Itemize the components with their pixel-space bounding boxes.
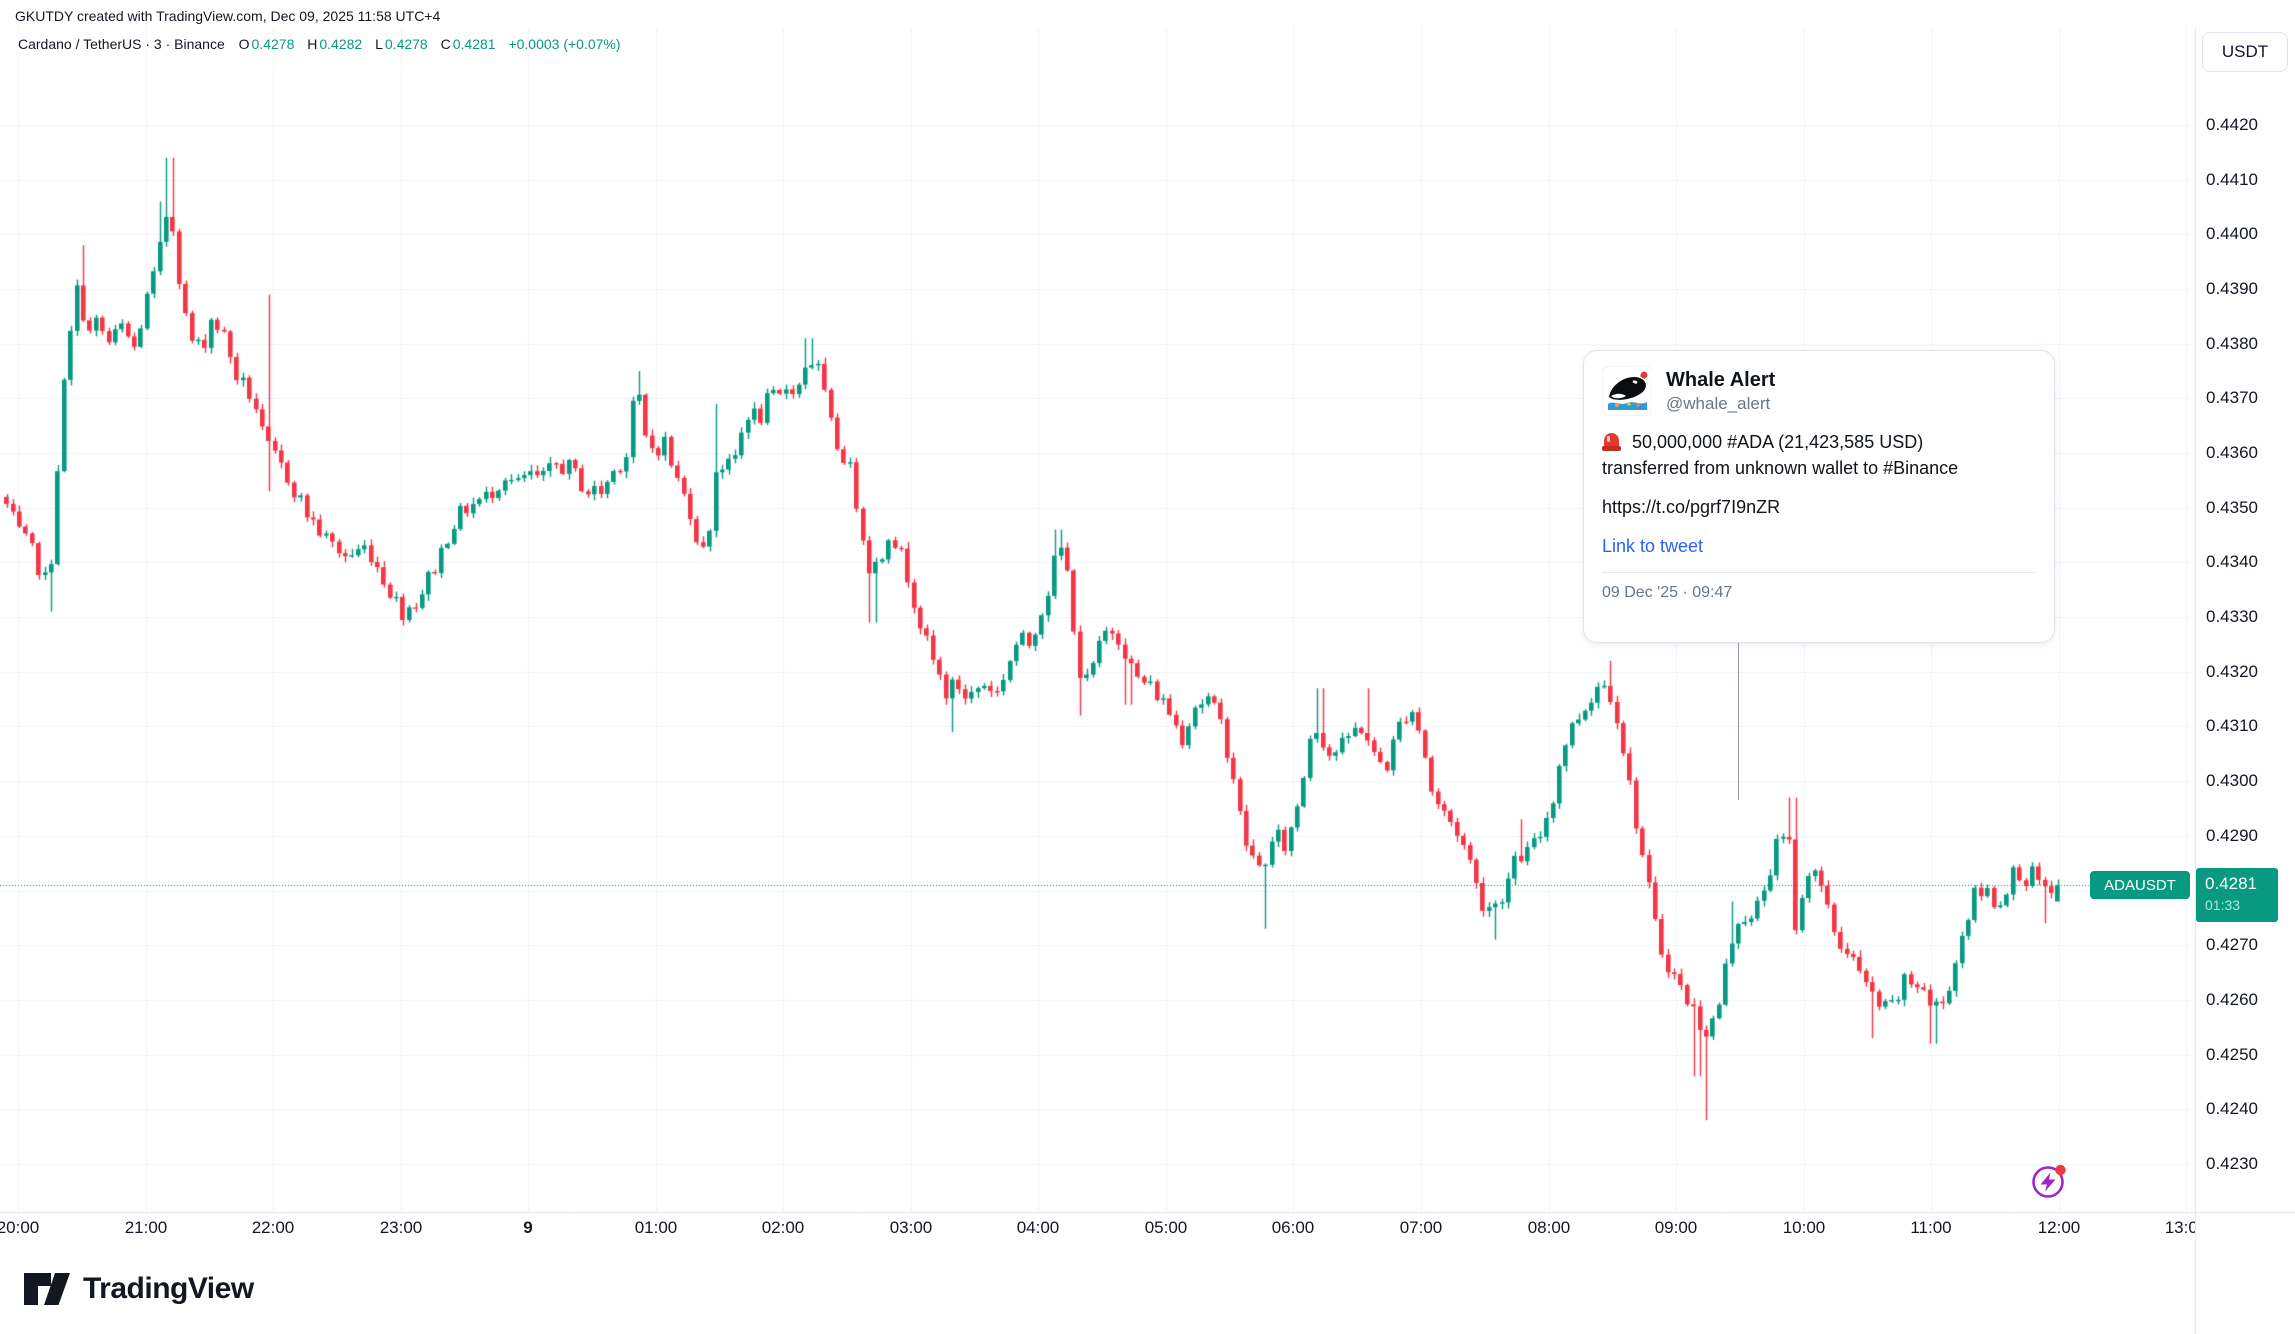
open-key: O bbox=[238, 36, 250, 52]
time-tick-label: 13:00 bbox=[2164, 1218, 2195, 1237]
tweet-author-handle: @whale_alert bbox=[1666, 393, 1771, 413]
tweet-short-url[interactable]: https://t.co/pgrf7I9nZR bbox=[1602, 497, 1781, 517]
tweet-body-line2: transferred from unknown wallet to #Bina… bbox=[1602, 458, 1959, 478]
time-tick-label: 9 bbox=[523, 1218, 533, 1237]
low-value: 0.4278 bbox=[384, 36, 428, 52]
current-price-badge: 0.4281 01:33 bbox=[2196, 868, 2278, 922]
time-tick-label: 23:00 bbox=[379, 1218, 423, 1237]
time-tick-label: 22:00 bbox=[251, 1218, 295, 1237]
bar-countdown: 01:33 bbox=[2205, 897, 2241, 913]
time-tick-label: 04:00 bbox=[1016, 1218, 1060, 1237]
price-tick-label: 0.4310 bbox=[2206, 716, 2258, 735]
high-value: 0.4282 bbox=[319, 36, 363, 52]
price-tick-label: 0.4360 bbox=[2206, 443, 2258, 462]
tweet-author-name: Whale Alert bbox=[1666, 368, 1776, 391]
low-key: L bbox=[375, 36, 383, 52]
time-tick-label: 21:00 bbox=[124, 1218, 168, 1237]
news-flash-event-icon[interactable] bbox=[2027, 1159, 2071, 1203]
time-tick-label: 07:00 bbox=[1399, 1218, 1443, 1237]
price-tick-label: 0.4330 bbox=[2206, 607, 2258, 626]
time-tick-label: 12:00 bbox=[2037, 1218, 2081, 1237]
price-tick-label: 0.4320 bbox=[2206, 662, 2258, 681]
price-tick-label: 0.4420 bbox=[2206, 115, 2258, 134]
price-tick-label: 0.4230 bbox=[2206, 1154, 2258, 1173]
price-tick-label: 0.4410 bbox=[2206, 170, 2258, 189]
close-value: 0.4281 bbox=[452, 36, 496, 52]
symbol-legend: Cardano / TetherUS · 3 · Binance O 0.4278… bbox=[18, 36, 623, 52]
time-tick-label: 01:00 bbox=[634, 1218, 678, 1237]
price-tick-label: 0.4370 bbox=[2206, 388, 2258, 407]
tradingview-logo[interactable]: TradingView bbox=[24, 1272, 254, 1306]
current-price-symbol-tag: ADAUSDT bbox=[2090, 871, 2190, 899]
whale-alert-tweet-callout[interactable]: Whale Alert @whale_alert 50,000,000 #ADA… bbox=[1583, 350, 2055, 643]
time-tick-label: 06:00 bbox=[1271, 1218, 1315, 1237]
price-tick-label: 0.4270 bbox=[2206, 935, 2258, 954]
time-tick-label: 03:00 bbox=[889, 1218, 933, 1237]
symbol-title: Cardano / TetherUS · 3 · Binance bbox=[18, 36, 225, 52]
current-price-value: 0.4281 bbox=[2205, 874, 2257, 893]
price-tick-label: 0.4380 bbox=[2206, 334, 2258, 353]
callout-divider bbox=[1602, 572, 2036, 573]
price-tick-label: 0.4240 bbox=[2206, 1099, 2258, 1118]
tweet-body-line1: 50,000,000 #ADA (21,423,585 USD) bbox=[1632, 432, 1924, 452]
time-tick-label: 10:00 bbox=[1782, 1218, 1826, 1237]
time-axis[interactable]: 20:00 21:00 22:00 23:00 9 01:00 02:00 03:00 04:0… bbox=[0, 1212, 2195, 1252]
price-tick-label: 0.4340 bbox=[2206, 552, 2258, 571]
change-value: +0.0003 (+0.07%) bbox=[508, 36, 621, 52]
link-to-tweet-link[interactable]: Link to tweet bbox=[1602, 536, 1704, 556]
time-tick-label: 02:00 bbox=[761, 1218, 805, 1237]
siren-icon bbox=[1602, 432, 1621, 452]
price-tick-label: 0.4290 bbox=[2206, 826, 2258, 845]
price-tick-label: 0.4350 bbox=[2206, 498, 2258, 517]
callout-connector-line bbox=[1738, 643, 1739, 800]
time-tick-label: 09:00 bbox=[1654, 1218, 1698, 1237]
tradingview-logo-icon bbox=[24, 1273, 70, 1305]
time-tick-label: 20:00 bbox=[0, 1218, 40, 1237]
price-tick-label: 0.4400 bbox=[2206, 224, 2258, 243]
price-tick-label: 0.4390 bbox=[2206, 279, 2258, 298]
price-tick-label: 0.4260 bbox=[2206, 990, 2258, 1009]
chart-attribution: GKUTDY created with TradingView.com, Dec… bbox=[15, 8, 441, 24]
price-tick-label: 0.4250 bbox=[2206, 1045, 2258, 1064]
whale-alert-avatar-icon bbox=[1602, 366, 1652, 416]
close-key: C bbox=[440, 36, 451, 52]
time-tick-label: 11:00 bbox=[1910, 1218, 1952, 1237]
time-tick-label: 05:00 bbox=[1144, 1218, 1188, 1237]
open-value: 0.4278 bbox=[251, 36, 295, 52]
time-tick-label: 08:00 bbox=[1527, 1218, 1571, 1237]
tradingview-logo-text: TradingView bbox=[83, 1272, 254, 1305]
high-key: H bbox=[307, 36, 318, 52]
price-tick-label: 0.4300 bbox=[2206, 771, 2258, 790]
tweet-timestamp: 09 Dec '25 · 09:47 bbox=[1602, 584, 1733, 601]
currency-toggle-button[interactable]: USDT bbox=[2202, 32, 2288, 72]
